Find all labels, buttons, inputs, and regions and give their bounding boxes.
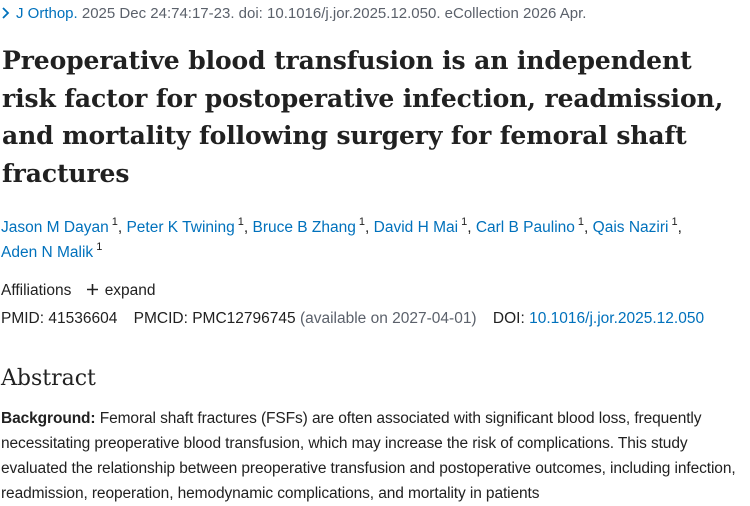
citation-details: 2025 Dec 24:74:17-23. doi: 10.1016/j.jor… — [81, 5, 587, 22]
affiliation-ref[interactable]: 1 — [96, 241, 103, 253]
affiliation-ref[interactable]: 1 — [577, 216, 585, 228]
abstract-background: Background: Femoral shaft fractures (FSF… — [1, 406, 749, 506]
author-link[interactable]: Peter K Twining — [126, 219, 235, 236]
background-text: Femoral shaft fractures (FSFs) are often… — [1, 410, 736, 502]
author-link[interactable]: Carl B Paulino — [475, 219, 575, 236]
affiliation-ref[interactable]: 1 — [671, 216, 678, 228]
expand-affiliations-button[interactable]: expand — [86, 282, 156, 299]
pmid-value: 41536604 — [48, 310, 118, 327]
author-link[interactable]: Aden N Malik — [1, 244, 94, 261]
affiliations-label: Affiliations — [1, 282, 72, 299]
author-link[interactable]: Jason M Dayan — [1, 219, 109, 236]
affiliations-row: Affiliations expand — [1, 280, 156, 302]
doi-link[interactable]: 10.1016/j.jor.2025.12.050 — [529, 310, 705, 327]
pmcid-label: PMCID: — [133, 310, 188, 327]
authors-list: Jason M Dayan 1, Peter K Twining 1, Bruce … — [1, 216, 682, 262]
journal-link[interactable]: J Orthop. — [0, 5, 82, 22]
plus-icon — [86, 284, 98, 295]
journal-name[interactable]: J Orthop. — [16, 5, 78, 22]
pmcid-availability-note: (available on 2027-04-01) — [299, 310, 477, 327]
pmcid-value: PMC12796745 — [192, 310, 296, 327]
pmid-label: PMID: — [1, 310, 45, 327]
abstract-heading: Abstract — [1, 366, 96, 391]
author-link[interactable]: Qais Naziri — [592, 219, 669, 236]
affiliation-ref[interactable]: 1 — [358, 216, 366, 228]
affiliation-ref[interactable]: 1 — [237, 216, 244, 228]
chevron-right-icon — [2, 7, 10, 19]
identifiers-row: PMID: 41536604 PMCID: PMC12796745 (avail… — [1, 308, 704, 330]
affiliation-ref[interactable]: 1 — [111, 216, 118, 228]
background-label: Background: — [1, 410, 96, 427]
author-link[interactable]: Bruce B Zhang — [252, 219, 356, 236]
article-title: Preoperative blood transfusion is an ind… — [2, 46, 724, 188]
affiliation-ref[interactable]: 1 — [461, 216, 468, 228]
doi-label: DOI: — [492, 310, 525, 327]
citation-line: J Orthop. 2025 Dec 24:74:17-23. doi: 10.… — [0, 4, 750, 24]
expand-label[interactable]: expand — [104, 282, 156, 299]
author-link[interactable]: David H Mai — [373, 219, 459, 236]
